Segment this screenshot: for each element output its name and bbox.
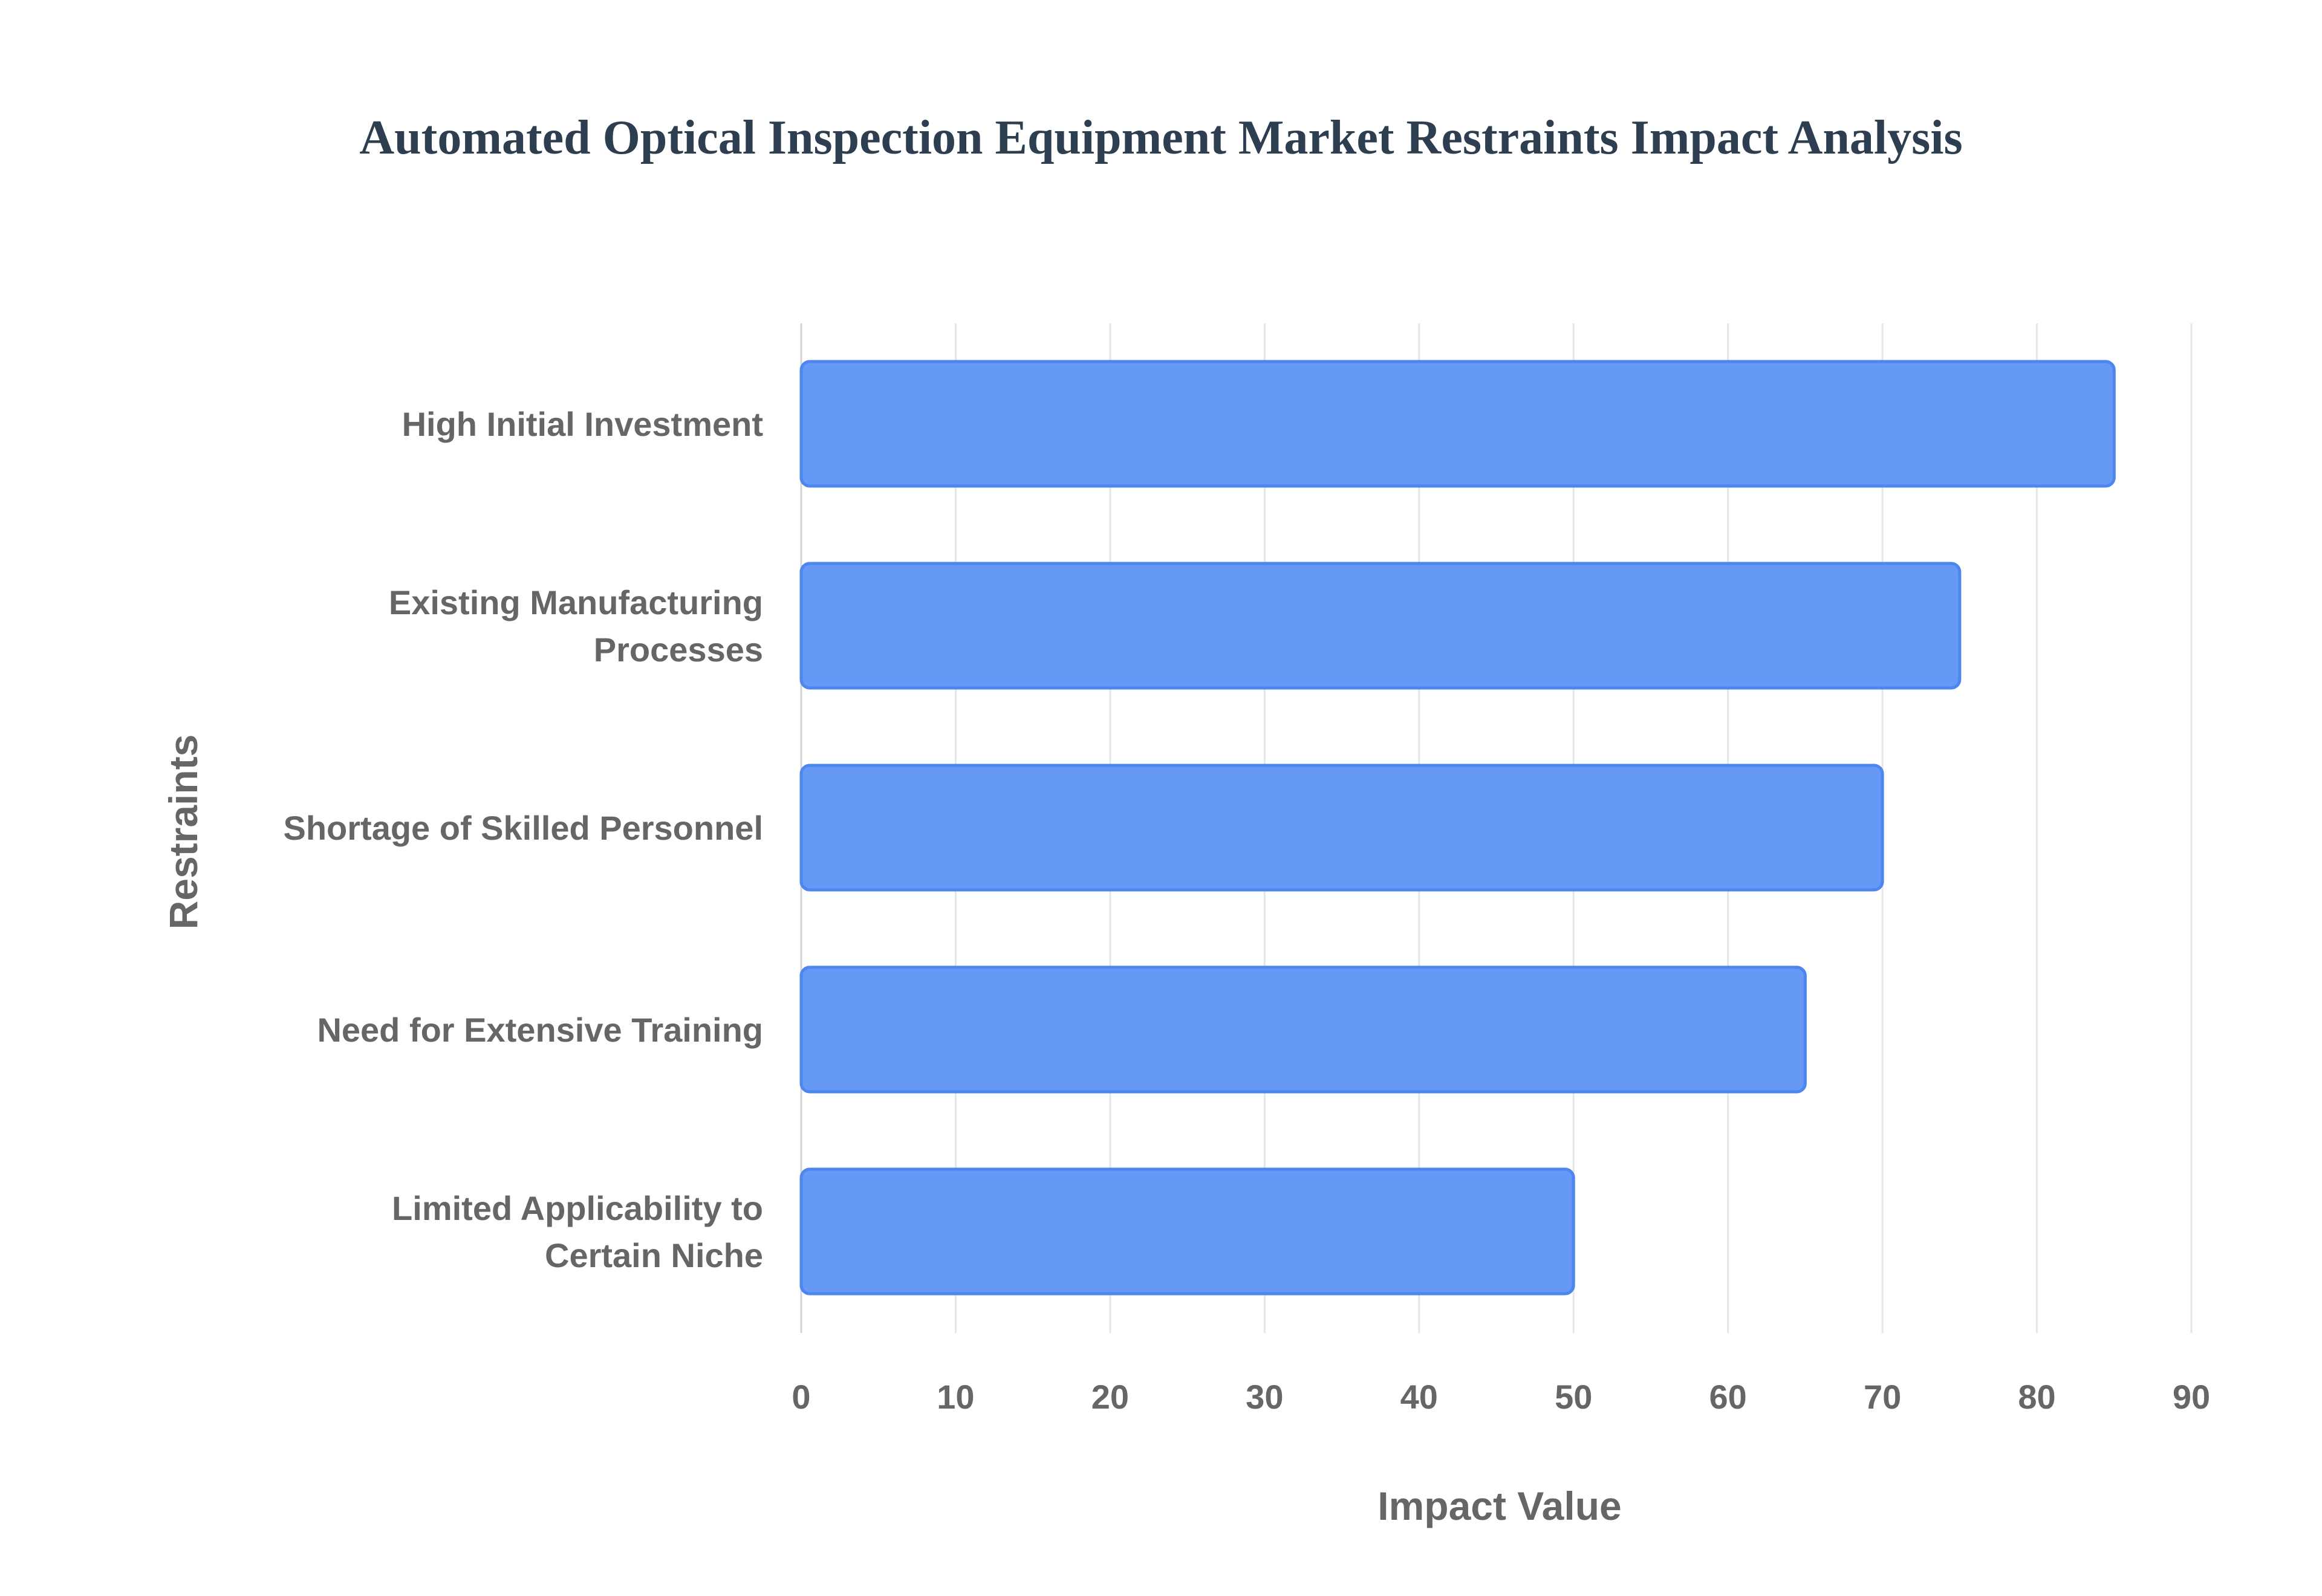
x-tick-label: 30 <box>1246 1378 1283 1416</box>
category-label: Need for Extensive Training <box>317 1011 763 1049</box>
category-label: Existing Manufacturing <box>389 583 763 621</box>
x-tick-label: 80 <box>2018 1378 2055 1416</box>
x-tick-label: 40 <box>1400 1378 1438 1416</box>
x-tick-labels: 0 10 20 30 40 50 60 70 80 90 <box>792 1378 2210 1416</box>
bar <box>799 562 1962 690</box>
category-label: Limited Applicability to <box>392 1189 763 1227</box>
bars <box>799 360 2116 1296</box>
y-axis-title: Restraints <box>161 735 206 930</box>
x-tick-label: 10 <box>937 1378 974 1416</box>
x-tick-label: 50 <box>1555 1378 1592 1416</box>
bar <box>799 965 1807 1094</box>
category-label: Processes <box>594 631 763 669</box>
x-axis-title: Impact Value <box>1377 1484 1622 1528</box>
category-label: Certain Niche <box>545 1236 763 1274</box>
chart-title: Automated Optical Inspection Equipment M… <box>359 111 1962 164</box>
x-tick-label: 90 <box>2173 1378 2210 1416</box>
bar <box>799 360 2116 488</box>
category-label: High Initial Investment <box>402 405 763 443</box>
x-tick-label: 60 <box>1709 1378 1747 1416</box>
x-tick-label: 70 <box>1864 1378 1901 1416</box>
category-labels: High Initial Investment Existing Manufact… <box>283 405 763 1274</box>
bar <box>799 764 1884 892</box>
x-tick-label: 0 <box>792 1378 810 1416</box>
category-label: Shortage of Skilled Personnel <box>283 809 763 847</box>
x-tick-label: 20 <box>1091 1378 1129 1416</box>
bar <box>799 1167 1575 1296</box>
